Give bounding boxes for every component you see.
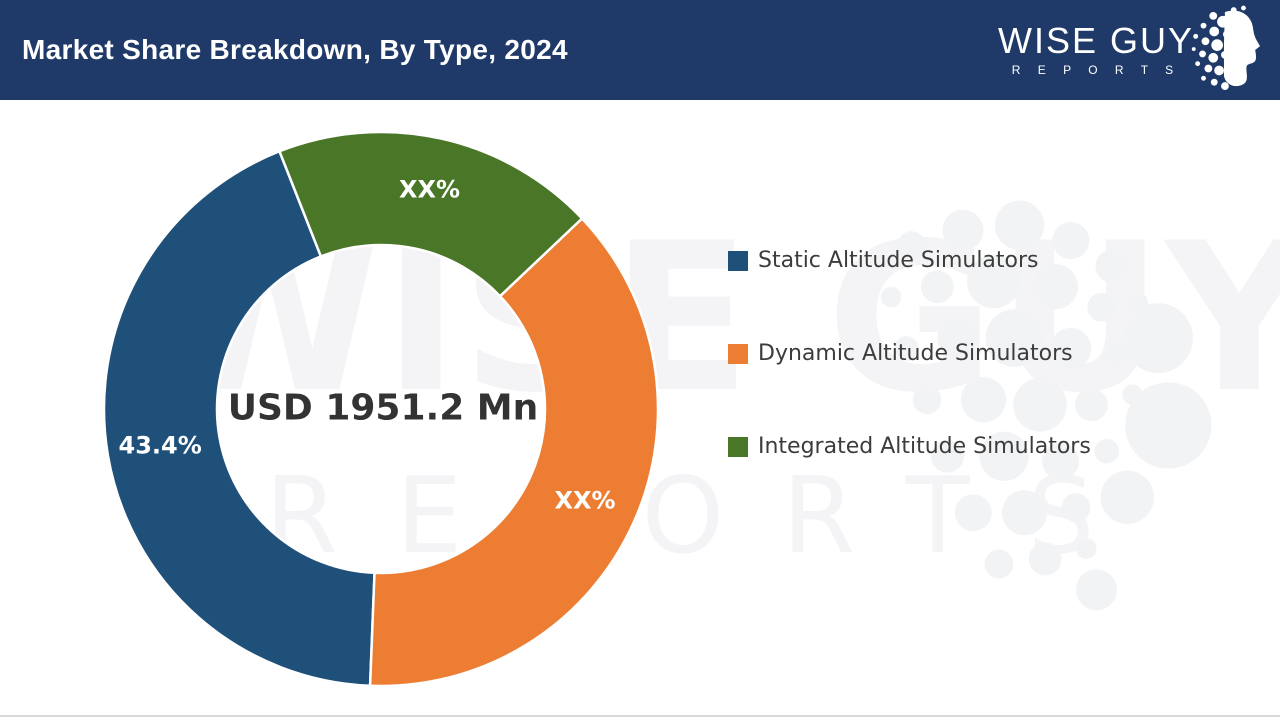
legend-item-dynamic: Dynamic Altitude Simulators [728,341,1091,366]
watermark-head-icon [880,200,1212,611]
pie-slice-integrated [277,130,584,298]
slice-value-label-integrated: XX% [399,175,460,203]
chart-legend: Static Altitude Simulators Dynamic Altit… [728,248,1091,527]
wiseguy-head-icon [1191,5,1261,90]
pie-slice-dynamic [368,216,660,688]
legend-label-static: Static Altitude Simulators [758,248,1039,273]
chart-area: WISE GUY REPORTS 43.4% XX% XX% USD 1951.2 [0,100,1280,716]
page-title: Market Share Breakdown, By Type, 2024 [22,34,568,65]
brand-name: WISE GUY [997,20,1194,61]
slice-value-label-static: 43.4% [119,431,202,459]
legend-swatch-static [728,250,748,271]
brand-logo-text: WISE GUY R E P O R T S [997,20,1194,78]
pie-slice-static [102,149,376,688]
header: Market Share Breakdown, By Type, 2024 WI… [0,0,1280,100]
donut-chart: 43.4% XX% XX% [102,130,660,688]
legend-label-dynamic: Dynamic Altitude Simulators [758,341,1073,366]
chart-center-value: USD 1951.2 Mn [227,387,539,429]
legend-label-integrated: Integrated Altitude Simulators [758,434,1091,459]
brand-subtitle: R E P O R T S [1011,63,1181,77]
slice-value-label-dynamic: XX% [554,487,615,515]
brand-logo: WISE GUY R E P O R T S [998,4,1262,96]
legend-swatch-integrated [728,436,748,457]
legend-swatch-dynamic [728,343,748,364]
legend-item-static: Static Altitude Simulators [728,248,1091,273]
footer-divider [0,715,1280,717]
legend-item-integrated: Integrated Altitude Simulators [728,434,1091,459]
